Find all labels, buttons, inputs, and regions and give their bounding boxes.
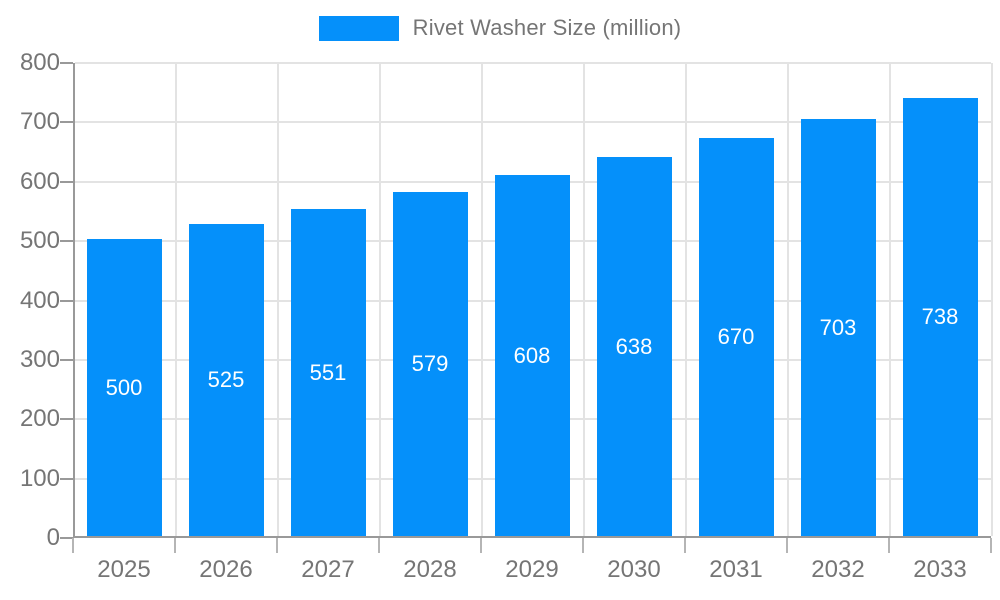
y-tick-mark	[60, 240, 73, 243]
y-tick-label: 200	[19, 405, 60, 433]
x-tick-label: 2030	[607, 556, 661, 583]
bar: 525	[188, 224, 264, 536]
v-gridline	[583, 63, 585, 536]
y-tick-label: 500	[19, 227, 60, 255]
y-tick-mark	[60, 418, 73, 421]
bar: 703	[800, 119, 876, 536]
x-tick-label: 2031	[709, 556, 763, 583]
bar: 638	[596, 157, 672, 536]
bar-value-label: 608	[513, 342, 551, 368]
bar: 500	[86, 239, 162, 536]
x-tick-mark	[786, 538, 788, 553]
x-tick-mark	[174, 538, 176, 553]
x-tick-label: 2027	[301, 556, 355, 583]
y-tick-label: 100	[19, 464, 60, 492]
legend-label: Rivet Washer Size (million)	[412, 15, 682, 40]
y-tick-mark	[60, 121, 73, 124]
y-tick-label: 800	[19, 49, 60, 76]
v-gridline	[481, 63, 483, 536]
x-tick-mark	[990, 538, 992, 553]
h-gridline	[75, 62, 991, 64]
y-tick-label: 0	[46, 524, 60, 551]
x-tick-mark	[378, 538, 380, 553]
y-tick-mark	[60, 358, 73, 361]
x-tick-mark	[72, 538, 74, 553]
x-tick-label: 2032	[811, 556, 865, 583]
y-tick-mark	[60, 537, 73, 539]
bar: 579	[392, 192, 468, 536]
v-gridline	[175, 63, 177, 536]
legend-swatch	[318, 15, 399, 41]
bar-value-label: 638	[615, 333, 653, 359]
y-tick-label: 600	[19, 167, 60, 195]
y-tick-label: 400	[19, 286, 60, 314]
bar-value-label: 670	[717, 324, 755, 349]
plot-area: 500 525 551 579 608 638 670 703 738	[73, 62, 993, 538]
bar: 608	[494, 175, 570, 536]
x-tick-mark	[276, 538, 278, 553]
x-tick-label: 2029	[505, 556, 559, 583]
bar: 738	[902, 98, 978, 536]
v-gridline	[787, 63, 789, 536]
y-tick-mark	[60, 299, 73, 302]
v-gridline	[379, 63, 381, 536]
h-gridline	[75, 121, 991, 124]
bar-value-label: 525	[207, 367, 245, 392]
bar: 551	[290, 209, 366, 536]
y-tick-mark	[60, 477, 73, 480]
y-tick-mark	[60, 62, 73, 64]
bar-value-label: 551	[309, 359, 347, 385]
x-tick-label: 2026	[199, 556, 253, 583]
y-tick-label: 300	[19, 345, 60, 373]
x-tick-mark	[582, 538, 584, 553]
v-gridline	[277, 63, 279, 536]
bar-value-label: 579	[411, 351, 449, 376]
x-tick-mark	[888, 538, 890, 553]
v-gridline	[991, 63, 993, 536]
bar: 670	[698, 138, 774, 536]
bar-value-label: 500	[105, 374, 143, 400]
bar-value-label: 738	[921, 304, 959, 329]
x-tick-label: 2028	[403, 556, 457, 583]
legend: Rivet Washer Size (million)	[0, 15, 1000, 41]
y-tick-label: 700	[19, 108, 60, 136]
y-tick-mark	[60, 180, 73, 183]
x-tick-mark	[684, 538, 686, 553]
x-tick-mark	[480, 538, 482, 553]
x-tick-label: 2033	[913, 556, 967, 583]
v-gridline	[685, 63, 687, 536]
x-tick-label: 2025	[97, 556, 151, 583]
v-gridline	[889, 63, 891, 536]
bar-value-label: 703	[819, 314, 857, 340]
